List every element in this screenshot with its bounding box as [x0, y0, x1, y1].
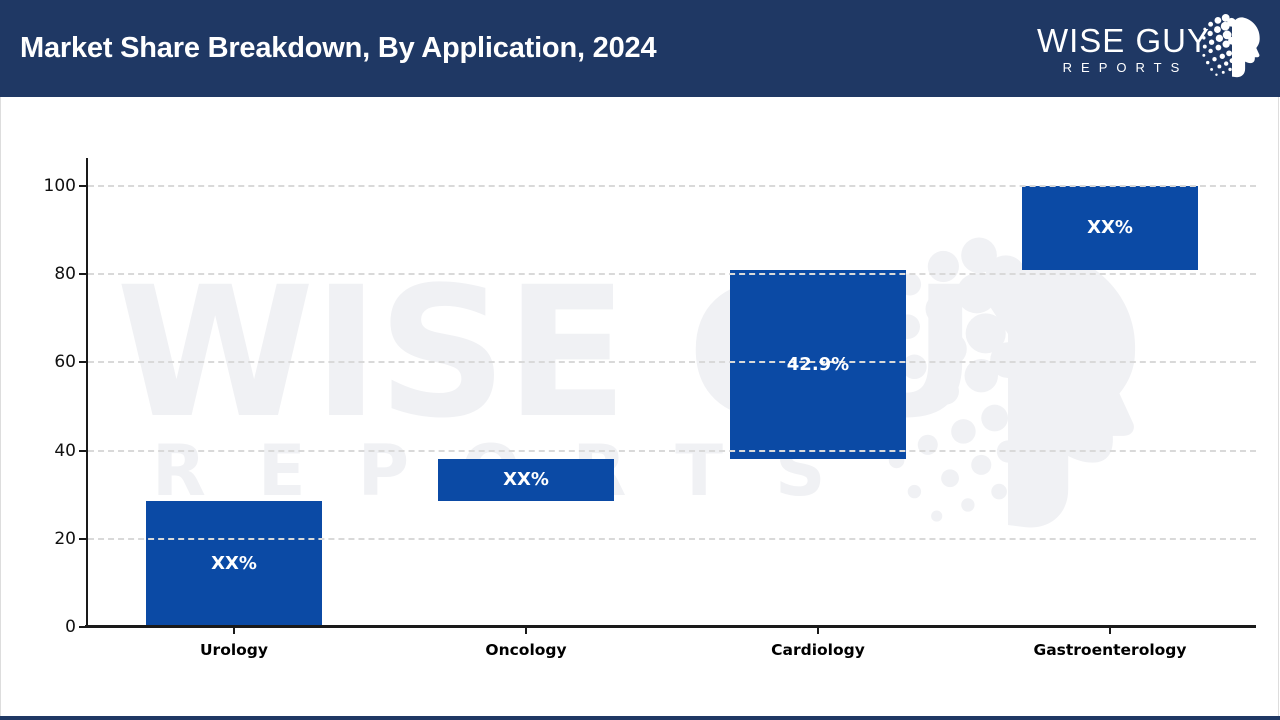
brand-logo: WISE GUY REPORTS	[1037, 8, 1266, 90]
right-page-border	[1278, 97, 1279, 716]
y-axis-line	[86, 158, 88, 627]
y-tick-mark	[79, 449, 88, 452]
y-tick-label: 0	[65, 617, 76, 637]
x-axis-line	[85, 625, 1256, 628]
gridline-20	[88, 537, 1256, 540]
gridline-80	[88, 273, 1256, 276]
gridline-60	[88, 361, 1256, 364]
y-tick-label: 100	[43, 176, 76, 196]
bar-oncology	[438, 458, 614, 501]
y-tick-label: 60	[54, 352, 76, 373]
y-tick-mark	[79, 361, 88, 364]
x-axis-category-label: Urology	[199, 641, 269, 659]
gridline-40	[88, 449, 1256, 452]
header: Market Share Breakdown, By Application, …	[0, 0, 1280, 97]
bottom-accent-bar	[0, 716, 1280, 720]
x-axis-category-label: Cardiology	[771, 641, 865, 659]
x-axis-category-label: Gastroenterology	[1033, 641, 1187, 659]
y-tick-mark	[79, 185, 88, 187]
y-tick-label: 40	[54, 440, 76, 461]
x-axis-category-label: Oncology	[485, 641, 567, 659]
y-tick-label: 80	[54, 264, 76, 285]
y-tick-mark	[79, 626, 88, 628]
bar-urology	[146, 500, 322, 627]
bar-value-label: XX%	[503, 469, 549, 491]
bar-value-label: XX%	[1087, 217, 1133, 239]
y-tick-mark	[79, 273, 88, 276]
logo-wordmark: WISE GUY	[1036, 22, 1210, 59]
x-tick-mark	[525, 628, 527, 634]
y-tick-mark	[79, 537, 88, 540]
x-tick-mark	[817, 628, 819, 634]
gridline-100	[88, 185, 1256, 187]
y-tick-label: 20	[54, 528, 76, 549]
bar-value-label: 42.9%	[786, 353, 850, 375]
x-tick-mark	[233, 628, 235, 634]
bar-value-label: XX%	[211, 553, 257, 575]
page-title: Market Share Breakdown, By Application, …	[20, 32, 657, 64]
brand-logo-text: WISE GUY REPORTS	[1037, 24, 1210, 74]
left-page-border	[0, 97, 1, 716]
logo-subtext: REPORTS	[1062, 60, 1189, 75]
x-tick-mark	[1109, 628, 1111, 634]
